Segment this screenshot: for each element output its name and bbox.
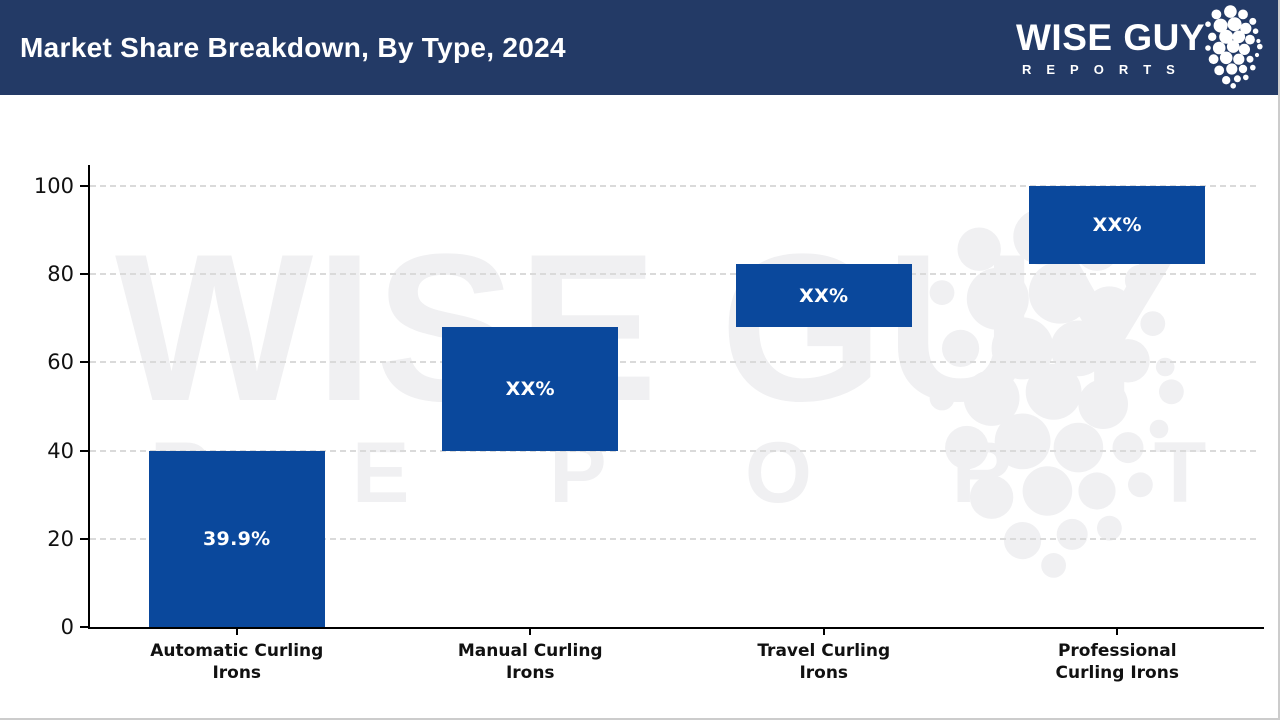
x-axis-category-label: Travel Curling Irons — [757, 641, 891, 684]
x-axis-tick-4 — [1116, 627, 1119, 635]
bar-value-label: XX% — [505, 378, 555, 401]
x-axis-tick-2 — [529, 627, 532, 635]
x-axis-category-label: Automatic Curling Irons — [150, 641, 324, 684]
x-axis-category-label: Manual Curling Irons — [457, 641, 603, 684]
bar-value-label: XX% — [799, 284, 849, 307]
y-axis-tick-0 — [80, 626, 88, 628]
x-axis-category-label: Professional Curling Irons — [1055, 641, 1179, 684]
bar-value-label: XX% — [1092, 214, 1142, 237]
y-axis-label-60: 60 — [47, 350, 74, 375]
y-axis-label-100: 100 — [33, 174, 74, 198]
gridline-y100 — [90, 185, 1256, 187]
bar-1: 39.9% — [148, 451, 325, 627]
y-axis-tick-20 — [80, 537, 88, 540]
y-axis-tick-100 — [80, 185, 88, 187]
x-axis-tick-3 — [822, 627, 825, 635]
page-title: Market Share Breakdown, By Type, 2024 — [20, 31, 566, 63]
logo-wordmark: WISE GUY — [1016, 17, 1205, 58]
y-axis-tick-60 — [80, 361, 88, 364]
gridline-y20 — [90, 537, 1256, 540]
y-axis-label-20: 20 — [47, 526, 74, 551]
bar-4: XX% — [1029, 186, 1206, 265]
y-axis-label-80: 80 — [47, 262, 74, 287]
y-axis-tick-80 — [80, 273, 88, 276]
logo-subtext: REPORTS — [1022, 62, 1190, 77]
y-axis-tick-40 — [80, 449, 88, 452]
plot-area: 0 20 40 60 80 100 39.9% Automatic Curling Irons… — [34, 165, 1264, 683]
gridline-y40 — [90, 449, 1256, 452]
x-axis-tick-1 — [235, 627, 238, 635]
header-band: Market Share Breakdown, By Type, 2024 WI… — [0, 0, 1278, 95]
gridline-y80 — [90, 273, 1256, 276]
wise-guy-reports-logo: WISE GUY REPORTS — [1016, 5, 1263, 89]
bar-value-label: 39.9% — [203, 528, 271, 551]
y-axis-label-40: 40 — [47, 438, 74, 463]
bar-2: XX% — [442, 327, 619, 452]
gridline-y60 — [90, 361, 1256, 364]
y-axis-label-0: 0 — [60, 615, 74, 639]
bar-3: XX% — [735, 264, 912, 328]
